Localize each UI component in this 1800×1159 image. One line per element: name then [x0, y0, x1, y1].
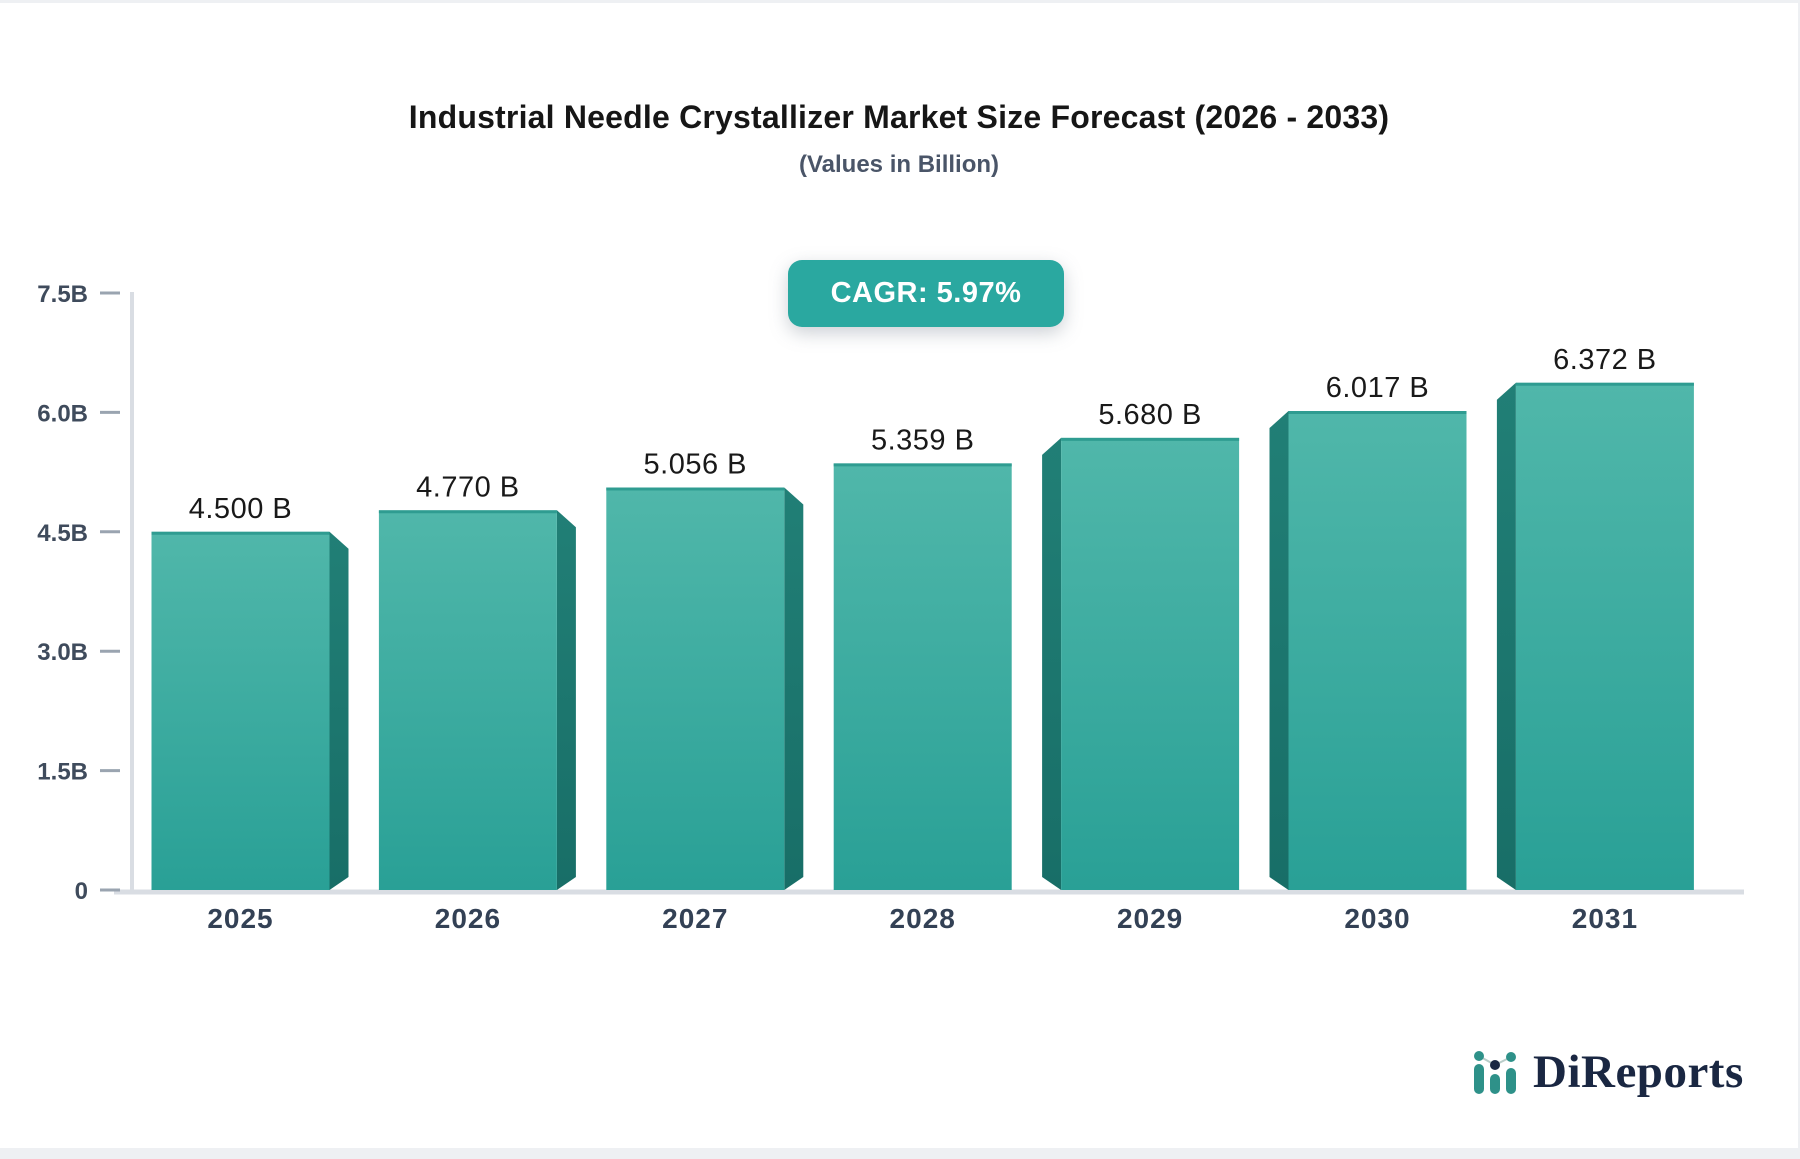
x-category-label-2027: 2027: [662, 903, 728, 934]
x-category-label-2026: 2026: [435, 903, 501, 934]
y-tick-label: 0: [75, 878, 88, 905]
cagr-badge: CAGR: 5.97%: [788, 260, 1064, 327]
bar-2028: [833, 463, 1012, 890]
y-tick-label: 1.5B: [37, 759, 88, 786]
x-category-label-2029: 2029: [1117, 903, 1183, 934]
bar-side-face-2030: [1269, 411, 1289, 890]
cagr-badge-label: CAGR: 5.97%: [830, 277, 1022, 309]
y-tick-label: 6.0B: [37, 400, 88, 427]
bar-2029: [1061, 437, 1240, 890]
bar-side-face-2029: [1042, 437, 1062, 890]
bar-value-label-2030: 6.017 B: [1326, 372, 1429, 404]
bar-value-label-2026: 4.770 B: [416, 471, 519, 503]
brand-logo: DiReports: [1470, 1041, 1744, 1103]
x-category-label-2025: 2025: [207, 903, 273, 934]
bar-side-face-2027: [784, 487, 804, 890]
y-tick-label: 7.5B: [37, 281, 88, 308]
bar-2025: [151, 531, 330, 890]
bar-value-label-2029: 5.680 B: [1098, 399, 1201, 431]
x-category-label-2030: 2030: [1344, 903, 1410, 934]
chart-card: Industrial Needle Crystallizer Market Si…: [0, 3, 1798, 1148]
bar-value-label-2025: 4.500 B: [189, 493, 292, 525]
bar-side-face-2025: [329, 531, 349, 890]
bar-value-label-2031: 6.372 B: [1553, 344, 1656, 376]
bar-2030: [1288, 411, 1467, 890]
y-tick-label: 4.5B: [37, 520, 88, 547]
chart-subtitle: (Values in Billion): [798, 151, 1000, 178]
bar-2027: [606, 487, 785, 890]
bar-chart-svg: 0 1.5B 3.0B 4.5B 6.0B 7.5B 4.500 B 2025 4.770 B 2…: [37, 281, 1744, 934]
x-category-label-2028: 2028: [890, 903, 956, 934]
bar-value-label-2028: 5.359 B: [871, 424, 974, 456]
mini-bar-chart-logo-icon: [1474, 1051, 1516, 1094]
bar-2026: [378, 510, 557, 890]
brand-name: DiReports: [1533, 1045, 1744, 1098]
bar-side-face-2026: [556, 510, 576, 890]
bar-value-label-2027: 5.056 B: [644, 449, 747, 481]
chart-title: Industrial Needle Crystallizer Market Si…: [408, 99, 1390, 135]
bar-2031: [1515, 382, 1694, 890]
x-category-label-2031: 2031: [1572, 903, 1638, 934]
y-tick-label: 3.0B: [37, 639, 88, 666]
bar-side-face-2031: [1496, 382, 1516, 890]
